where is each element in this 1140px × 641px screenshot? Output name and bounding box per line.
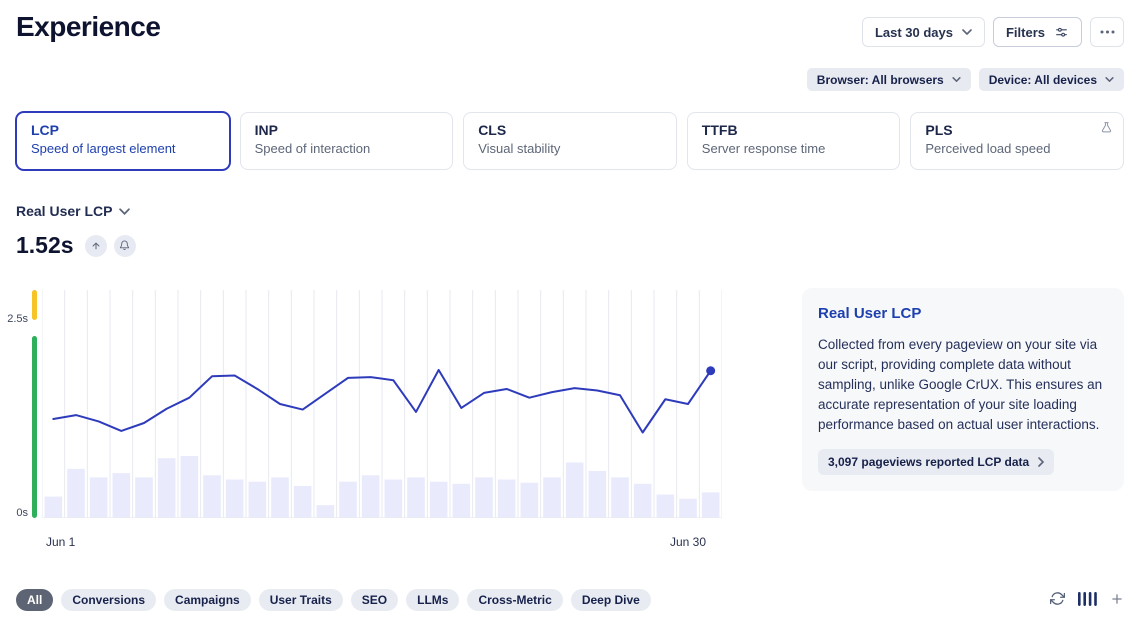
- filters-button[interactable]: Filters: [992, 17, 1082, 47]
- device-filter-label: Device: All devices: [988, 72, 1097, 87]
- tab-cross-metric[interactable]: Cross-Metric: [467, 589, 563, 611]
- ellipsis-icon: [1100, 30, 1115, 34]
- bottom-bar: All Conversions Campaigns User Traits SE…: [16, 589, 1124, 611]
- chevron-down-icon: [1105, 77, 1114, 82]
- active-filters: Browser: All browsers Device: All device…: [806, 68, 1124, 91]
- metric-code: TTFB: [701, 122, 738, 138]
- add-button[interactable]: [1110, 592, 1124, 609]
- metric-tab-lcp[interactable]: LCP Speed of largest element: [16, 112, 230, 170]
- tab-conversions[interactable]: Conversions: [61, 589, 157, 611]
- chevron-down-icon: [962, 29, 972, 35]
- lcp-chart: 2.5s 0s Jun 1 Jun 30: [4, 288, 734, 556]
- report-tabs: All Conversions Campaigns User Traits SE…: [16, 589, 651, 611]
- lcp-line-chart: [42, 290, 722, 518]
- x-axis-end-label: Jun 30: [670, 535, 707, 549]
- tab-user-traits[interactable]: User Traits: [258, 589, 343, 611]
- tab-seo[interactable]: SEO: [350, 589, 399, 611]
- arrow-up-icon: [91, 241, 101, 251]
- tab-deep-dive[interactable]: Deep Dive: [570, 589, 651, 611]
- date-range-selector[interactable]: Last 30 days: [861, 17, 985, 47]
- browser-filter[interactable]: Browser: All browsers: [806, 68, 971, 91]
- more-button[interactable]: [1090, 17, 1124, 47]
- metric-tabs: LCP Speed of largest element INP Speed o…: [16, 112, 1124, 170]
- page-title: Experience: [16, 11, 161, 42]
- refresh-icon: [1050, 591, 1065, 609]
- y-axis-threshold-label: 2.5s: [7, 313, 28, 325]
- tab-llms[interactable]: LLMs: [406, 589, 460, 611]
- filters-label: Filters: [1005, 24, 1045, 40]
- info-card-title: Real User LCP: [818, 305, 922, 322]
- metric-desc: Speed of largest element: [31, 141, 176, 156]
- tab-campaigns[interactable]: Campaigns: [164, 589, 251, 611]
- bell-icon: [119, 240, 130, 251]
- trend-button[interactable]: [84, 234, 107, 257]
- metric-value: 1.52s: [16, 232, 74, 258]
- refresh-button[interactable]: [1050, 591, 1065, 609]
- pageviews-cta-label: 3,097 pageviews reported LCP data: [828, 455, 1030, 469]
- chevron-down-icon: [952, 77, 961, 82]
- tab-all[interactable]: All: [16, 589, 54, 611]
- metric-tab-ttfb[interactable]: TTFB Server response time: [686, 112, 901, 170]
- device-filter[interactable]: Device: All devices: [978, 68, 1124, 91]
- metric-source-selector[interactable]: Real User LCP: [16, 203, 131, 219]
- metric-desc: Server response time: [701, 141, 826, 156]
- info-card: Real User LCP Collected from every pagev…: [802, 288, 1124, 491]
- pageviews-cta-button[interactable]: 3,097 pageviews reported LCP data: [818, 449, 1055, 475]
- top-controls: Last 30 days Filters: [861, 17, 1124, 47]
- metric-code: INP: [254, 122, 278, 138]
- metric-source-label: Real User LCP: [16, 203, 113, 219]
- metric-desc: Visual stability: [478, 141, 561, 156]
- chevron-down-icon: [119, 207, 131, 215]
- metric-code: PLS: [925, 122, 953, 138]
- plus-icon: [1110, 592, 1124, 609]
- date-range-label: Last 30 days: [874, 24, 953, 40]
- threshold-scale-bar: [32, 290, 37, 518]
- columns-icon: [1078, 591, 1097, 609]
- info-card-body: Collected from every pageview on your si…: [818, 337, 1103, 432]
- metric-tab-cls[interactable]: CLS Visual stability: [463, 112, 677, 170]
- sliders-icon: [1054, 26, 1069, 39]
- bottom-tools: [1050, 591, 1124, 609]
- columns-button[interactable]: [1078, 591, 1097, 609]
- chevron-right-icon: [1038, 457, 1045, 467]
- metric-tab-inp[interactable]: INP Speed of interaction: [239, 112, 454, 170]
- browser-filter-label: Browser: All browsers: [816, 72, 944, 87]
- y-axis-zero-label: 0s: [16, 507, 28, 519]
- flask-icon: [1100, 121, 1113, 134]
- threshold-bar-good: [32, 336, 37, 518]
- alert-bell-button[interactable]: [113, 234, 136, 257]
- metric-tab-pls[interactable]: PLS Perceived load speed: [910, 112, 1124, 170]
- metric-value-row: 1.52s: [16, 232, 136, 259]
- x-axis-start-label: Jun 1: [46, 535, 76, 549]
- threshold-bar-warn: [32, 290, 37, 320]
- metric-desc: Perceived load speed: [925, 141, 1051, 156]
- metric-code: CLS: [478, 122, 507, 138]
- metric-desc: Speed of interaction: [254, 141, 371, 156]
- metric-code: LCP: [31, 122, 59, 138]
